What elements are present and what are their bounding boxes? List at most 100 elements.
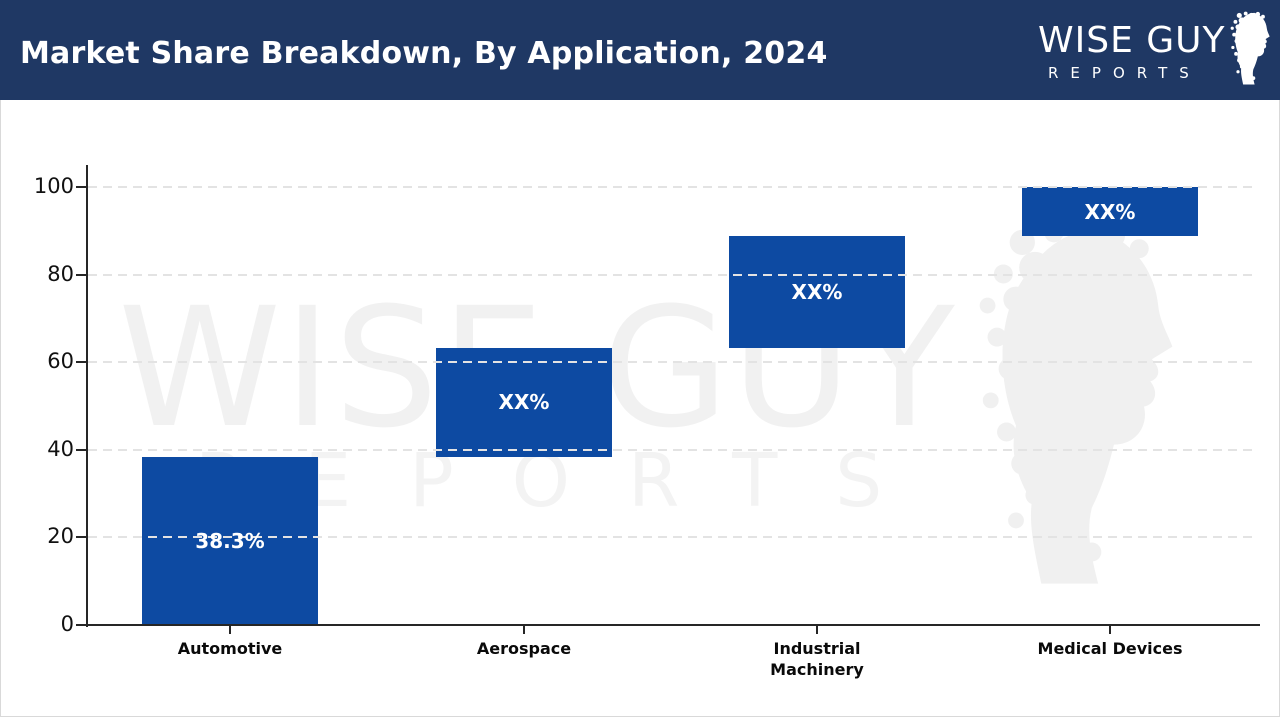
- y-tick: [76, 448, 86, 451]
- face-dot: [1008, 512, 1024, 529]
- y-tick-label: 20: [47, 524, 74, 549]
- x-axis-category-label: Industrial Machinery: [770, 639, 864, 679]
- bar: [1022, 187, 1198, 237]
- face-dot: [1255, 11, 1261, 17]
- face-dot: [1235, 24, 1241, 30]
- x-axis-category-label: Automotive: [177, 639, 283, 658]
- y-tick: [76, 624, 86, 626]
- y-tick: [76, 186, 86, 188]
- y-gridline: [88, 361, 1256, 364]
- face-dot: [979, 297, 996, 314]
- face-dot: [1243, 31, 1250, 38]
- face-profile-shape: [1235, 12, 1270, 85]
- bar: [436, 347, 612, 458]
- face-dot: [1031, 289, 1064, 322]
- face-dot: [1248, 24, 1253, 29]
- face-dot: [1234, 38, 1239, 44]
- face-dot: [1242, 73, 1247, 77]
- face-dot: [1238, 17, 1246, 24]
- face-dot: [1038, 384, 1070, 417]
- face-dot: [1066, 229, 1099, 262]
- face-dot: [1246, 57, 1253, 63]
- face-dot: [1248, 12, 1255, 20]
- face-dot: [1038, 526, 1058, 546]
- face-dot: [1241, 25, 1248, 32]
- y-tick-label: 100: [33, 174, 74, 198]
- face-dot: [1251, 76, 1256, 81]
- face-dot: [987, 327, 1007, 347]
- y-tick-label: 0: [60, 612, 74, 636]
- y-axis-line: [86, 165, 88, 627]
- y-tick-label: 80: [47, 261, 74, 286]
- logo-text-wiseguy: WISE GUY: [1038, 20, 1226, 61]
- face-dot: [1252, 18, 1256, 22]
- bar-value-label: XX%: [1084, 199, 1136, 224]
- face-dot: [1240, 37, 1246, 43]
- bar-value-label: XX%: [791, 279, 843, 304]
- x-tick: [229, 626, 231, 634]
- y-gridline: [88, 448, 1256, 451]
- face-dot: [1232, 32, 1237, 37]
- bar-value-label: 38.3%: [195, 529, 265, 554]
- face-dot: [1234, 51, 1238, 56]
- y-tick: [76, 361, 86, 364]
- face-dot: [1057, 422, 1077, 442]
- face-dot: [1231, 45, 1235, 50]
- face-dot: [1242, 57, 1247, 61]
- face-dot: [1016, 318, 1042, 344]
- face-dot: [1085, 255, 1105, 274]
- face-dot: [1077, 319, 1094, 336]
- face-dot: [1233, 19, 1238, 24]
- face-dot: [1261, 14, 1265, 19]
- face-dot: [1082, 542, 1102, 562]
- y-gridline: [88, 186, 1256, 188]
- face-dot: [1238, 30, 1244, 36]
- x-tick: [816, 626, 818, 634]
- face-dot: [997, 422, 1016, 442]
- face-dot: [1003, 286, 1029, 312]
- y-gridline: [88, 536, 1256, 539]
- face-dot: [1064, 518, 1081, 535]
- face-dot: [1239, 64, 1244, 69]
- face-dot: [1047, 488, 1073, 515]
- logo-face-icon: [1230, 11, 1270, 85]
- face-dot: [1247, 71, 1252, 75]
- x-tick: [1109, 626, 1111, 634]
- face-dot: [1246, 51, 1251, 56]
- face-dot: [1246, 39, 1251, 43]
- x-axis-category-label: Aerospace: [476, 639, 572, 658]
- face-dot: [1009, 381, 1035, 407]
- face-dot: [1236, 12, 1242, 18]
- y-tick-label: 40: [47, 436, 74, 461]
- face-dot: [1236, 43, 1242, 49]
- face-dot: [1060, 359, 1080, 379]
- bar-value-label: XX%: [498, 390, 550, 415]
- face-dot: [1243, 11, 1248, 16]
- x-axis-category-label: Medical Devices: [1037, 639, 1183, 658]
- face-dot: [1242, 44, 1249, 51]
- face-dot: [1129, 239, 1149, 259]
- face-dot: [1250, 31, 1254, 35]
- y-gridline: [88, 273, 1256, 276]
- face-dot: [1060, 450, 1086, 477]
- bar: [729, 236, 905, 348]
- page-title: Market Share Breakdown, By Application, …: [20, 36, 828, 71]
- face-dot: [982, 392, 999, 409]
- face-dot: [1041, 321, 1073, 353]
- face-dot: [1244, 65, 1250, 71]
- wise-guy-reports-logo: WISE GUY REPORTS: [1038, 6, 1270, 94]
- face-dot: [998, 357, 1021, 380]
- y-tick: [76, 536, 86, 539]
- face-dot: [1230, 26, 1234, 30]
- face-dot: [1025, 413, 1051, 439]
- face-dot: [1025, 485, 1045, 505]
- face-dot: [1011, 452, 1034, 475]
- face-dot: [1237, 58, 1242, 63]
- x-tick: [523, 626, 525, 634]
- face-dot: [1239, 50, 1246, 56]
- face-dot: [1038, 447, 1058, 467]
- x-axis-line: [86, 624, 1260, 626]
- y-tick-label: 60: [47, 349, 74, 374]
